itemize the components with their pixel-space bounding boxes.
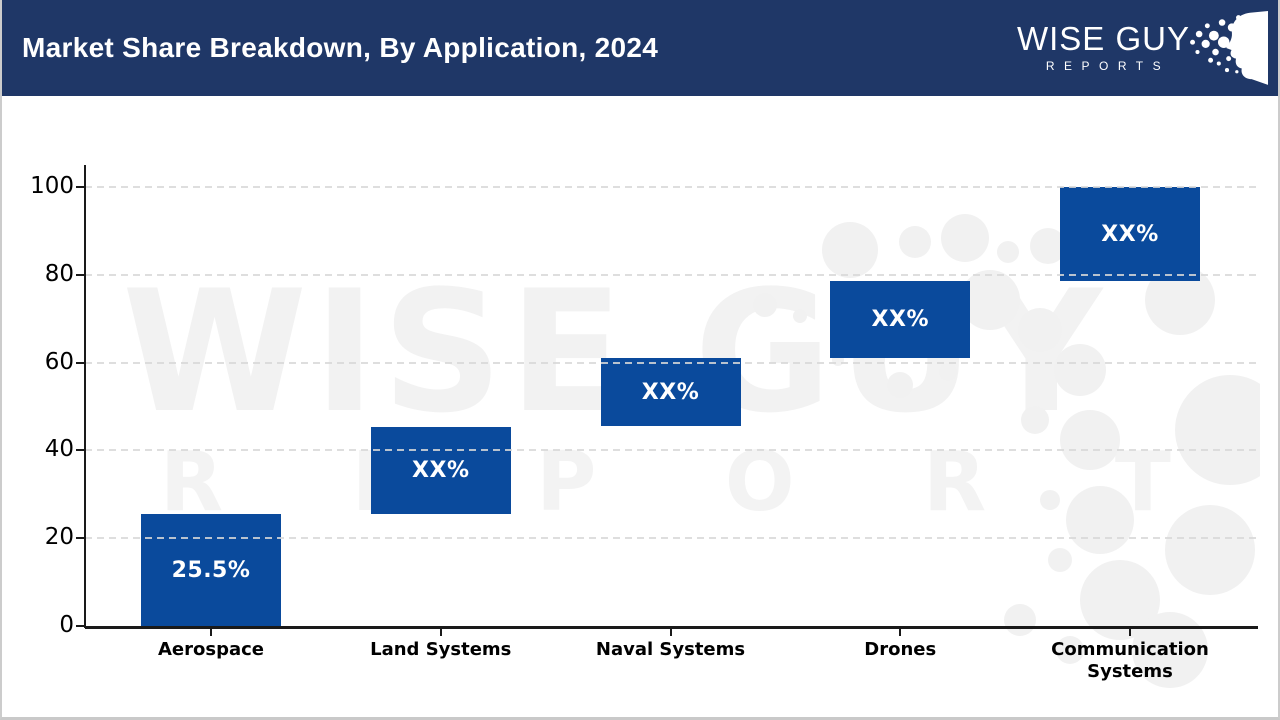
y-tick: [76, 449, 84, 452]
bar-label: XX%: [1101, 221, 1159, 247]
grid-line: [85, 185, 1257, 188]
grid-line: [85, 361, 1257, 364]
y-tick: [76, 537, 84, 540]
y-tick-label: 60: [44, 348, 74, 375]
brand-logo: WISE GUY REPORTS: [1017, 6, 1268, 92]
grid-line: [85, 537, 1257, 540]
brand-name: WISE GUY: [1016, 20, 1190, 57]
y-tick: [76, 625, 84, 627]
chart-title: Market Share Breakdown, By Application, …: [22, 32, 659, 63]
y-tick-label: 20: [44, 524, 74, 551]
y-tick: [76, 185, 84, 188]
bar: [370, 427, 511, 515]
x-tick: [899, 627, 902, 636]
x-tick: [1129, 627, 1131, 636]
y-tick-label: 40: [44, 436, 74, 463]
grid-line: [85, 449, 1257, 452]
y-tick-label: 0: [59, 612, 74, 638]
bar-label: XX%: [412, 458, 470, 484]
x-label: Land Systems: [370, 639, 512, 660]
bar: [1060, 186, 1200, 282]
y-tick-label: 100: [30, 172, 74, 199]
x-label: Aerospace: [157, 639, 264, 660]
x-label: Communication Systems: [1051, 639, 1209, 682]
watermark-dotted-head-graphic: [753, 214, 1260, 688]
bar-label: 25.5%: [171, 557, 251, 583]
x-tick: [669, 627, 672, 636]
y-tick: [76, 273, 84, 276]
x-tick: [210, 627, 212, 636]
y-tick-label: 80: [44, 260, 74, 287]
x-tick: [439, 627, 442, 636]
y-tick: [76, 361, 84, 364]
bar: [600, 358, 741, 427]
x-label: Naval Systems: [595, 639, 746, 660]
y-axis-line: [84, 165, 86, 628]
x-label: Drones: [864, 639, 937, 660]
brand-subtitle: REPORTS: [1045, 59, 1171, 73]
bar-label: XX%: [871, 307, 929, 333]
header-bar: Market Share Breakdown, By Application, …: [0, 0, 1280, 96]
brand-dotted-head-icon: [1190, 11, 1268, 85]
bar-label: XX%: [641, 379, 700, 405]
grid-line: [85, 273, 1257, 276]
x-axis-line: [85, 626, 1258, 629]
bar: [830, 281, 971, 359]
bar: [141, 514, 281, 626]
brand-logo-text: WISE GUY REPORTS: [1017, 20, 1190, 73]
